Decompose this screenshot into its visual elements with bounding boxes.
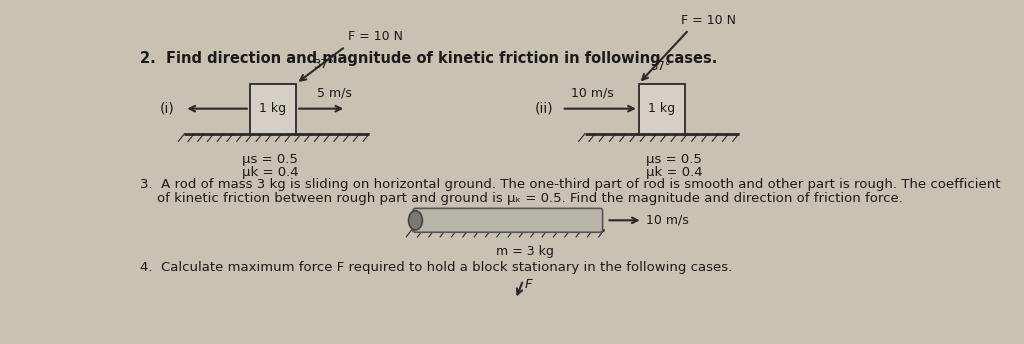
Text: (ii): (ii) (535, 102, 553, 116)
Text: 3.  A rod of mass 3 kg is sliding on horizontal ground. The one-third part of ro: 3. A rod of mass 3 kg is sliding on hori… (140, 178, 1000, 191)
Text: 2.  Find direction and magnitude of kinetic friction in following cases.: 2. Find direction and magnitude of kinet… (140, 51, 717, 65)
Ellipse shape (409, 211, 422, 230)
Text: 10 m/s: 10 m/s (646, 214, 689, 227)
Text: 37°: 37° (650, 60, 671, 73)
FancyBboxPatch shape (413, 208, 602, 232)
Bar (639, 84, 685, 134)
Bar (250, 84, 296, 134)
Text: F = 10 N: F = 10 N (681, 14, 736, 26)
Text: 5 m/s: 5 m/s (317, 86, 352, 99)
Text: m = 3 kg: m = 3 kg (496, 245, 554, 258)
Text: F = 10 N: F = 10 N (348, 31, 403, 43)
Text: μs = 0.5: μs = 0.5 (646, 153, 702, 166)
Text: μs = 0.5: μs = 0.5 (243, 153, 298, 166)
Text: μk = 0.4: μk = 0.4 (243, 166, 299, 179)
Text: 4.  Calculate maximum force F required to hold a block stationary in the followi: 4. Calculate maximum force F required to… (140, 261, 732, 274)
Text: μk = 0.4: μk = 0.4 (646, 166, 703, 179)
Text: 1 kg: 1 kg (648, 102, 676, 115)
Text: 37°: 37° (313, 58, 334, 71)
Text: 1 kg: 1 kg (259, 102, 287, 115)
Text: (i): (i) (160, 102, 175, 116)
Text: 10 m/s: 10 m/s (571, 86, 614, 99)
Text: F: F (524, 278, 532, 291)
Text: of kinetic friction between rough part and ground is μₖ = 0.5. Find the magnitud: of kinetic friction between rough part a… (140, 192, 903, 205)
